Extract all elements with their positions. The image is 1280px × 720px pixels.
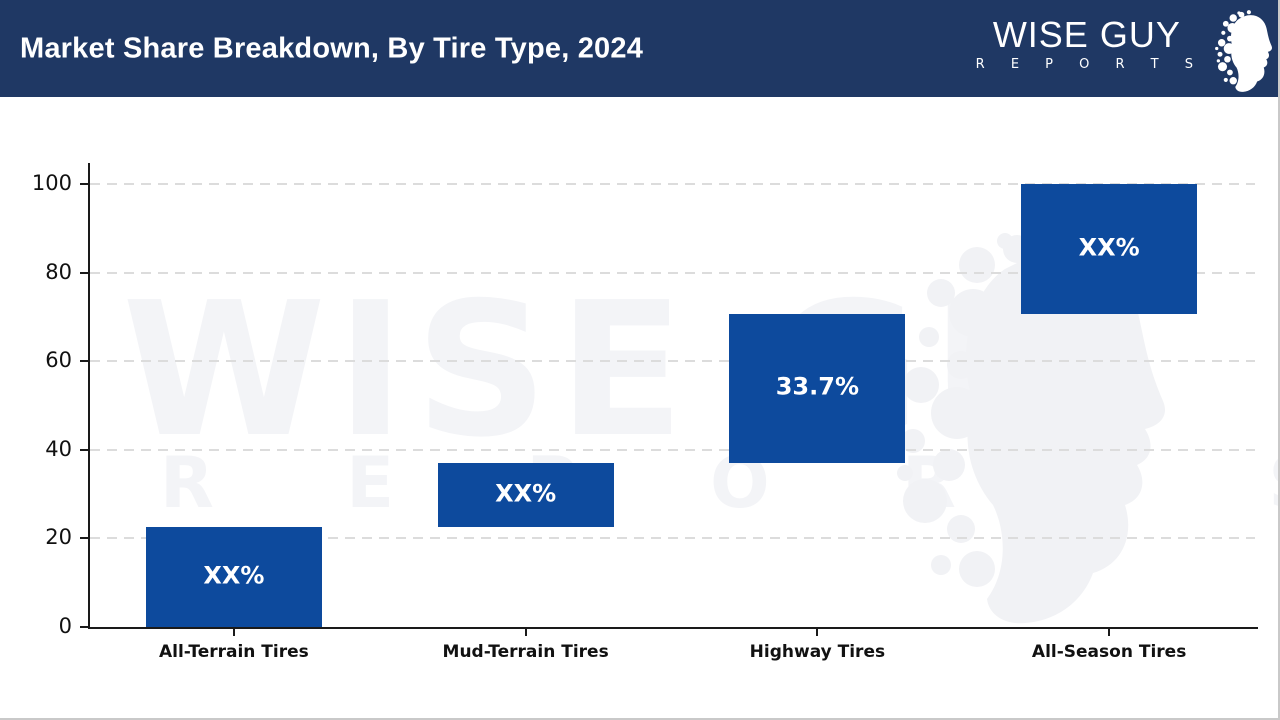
- page-title: Market Share Breakdown, By Tire Type, 20…: [20, 32, 644, 64]
- bar-value-label: 33.7%: [775, 373, 859, 402]
- x-category-label: Highway Tires: [749, 642, 886, 662]
- x-category-label: Mud-Terrain Tires: [442, 642, 609, 662]
- gridline: [90, 271, 1255, 274]
- y-axis-tick: [80, 183, 88, 185]
- y-tick-label: 20: [45, 525, 72, 550]
- y-axis-tick: [80, 360, 88, 363]
- x-axis-tick: [816, 629, 819, 636]
- y-axis-tick: [80, 448, 88, 451]
- chart-plot-area: WISE GU R E P O R T S 0 20 40 60 80 100 XX% All…: [0, 97, 1278, 718]
- bar-value-label: XX%: [495, 479, 557, 508]
- x-axis-line: [88, 627, 1258, 629]
- bar-all-season-tires: XX%: [1021, 184, 1198, 314]
- y-axis-line: [88, 163, 90, 629]
- x-category-label: All-Terrain Tires: [158, 642, 309, 662]
- bar-value-label: XX%: [1078, 233, 1140, 262]
- y-axis-tick: [80, 271, 88, 274]
- bar-value-label: XX%: [203, 561, 265, 590]
- y-axis-tick: [80, 626, 88, 628]
- gridline: [90, 183, 1255, 185]
- y-tick-label: 100: [31, 171, 72, 195]
- x-axis-tick: [524, 629, 527, 636]
- watermark-face-icon: [889, 227, 1165, 624]
- header-bar: Market Share Breakdown, By Tire Type, 20…: [0, 0, 1278, 97]
- y-tick-label: 0: [58, 614, 72, 638]
- x-axis-tick: [232, 629, 235, 636]
- y-axis-tick: [80, 537, 88, 540]
- bar-mud-terrain-tires: XX%: [437, 463, 614, 528]
- wise-guy-logo: WISE GUY R E P O R T S: [976, 5, 1272, 92]
- bar-all-terrain-tires: XX%: [145, 527, 322, 627]
- logo-subtitle: R E P O R T S: [975, 57, 1204, 72]
- y-tick-label: 60: [45, 348, 72, 373]
- bar-highway-tires: 33.7%: [729, 313, 906, 464]
- logo-wordmark: WISE GUY: [992, 14, 1181, 55]
- y-tick-label: 80: [45, 259, 72, 284]
- x-axis-tick: [1108, 629, 1111, 636]
- x-category-label: All-Season Tires: [1031, 642, 1187, 662]
- gridline: [90, 537, 1255, 540]
- gridline: [90, 360, 1255, 363]
- logo-face-icon: [1215, 10, 1272, 92]
- gridline: [90, 448, 1255, 451]
- y-tick-label: 40: [45, 436, 72, 461]
